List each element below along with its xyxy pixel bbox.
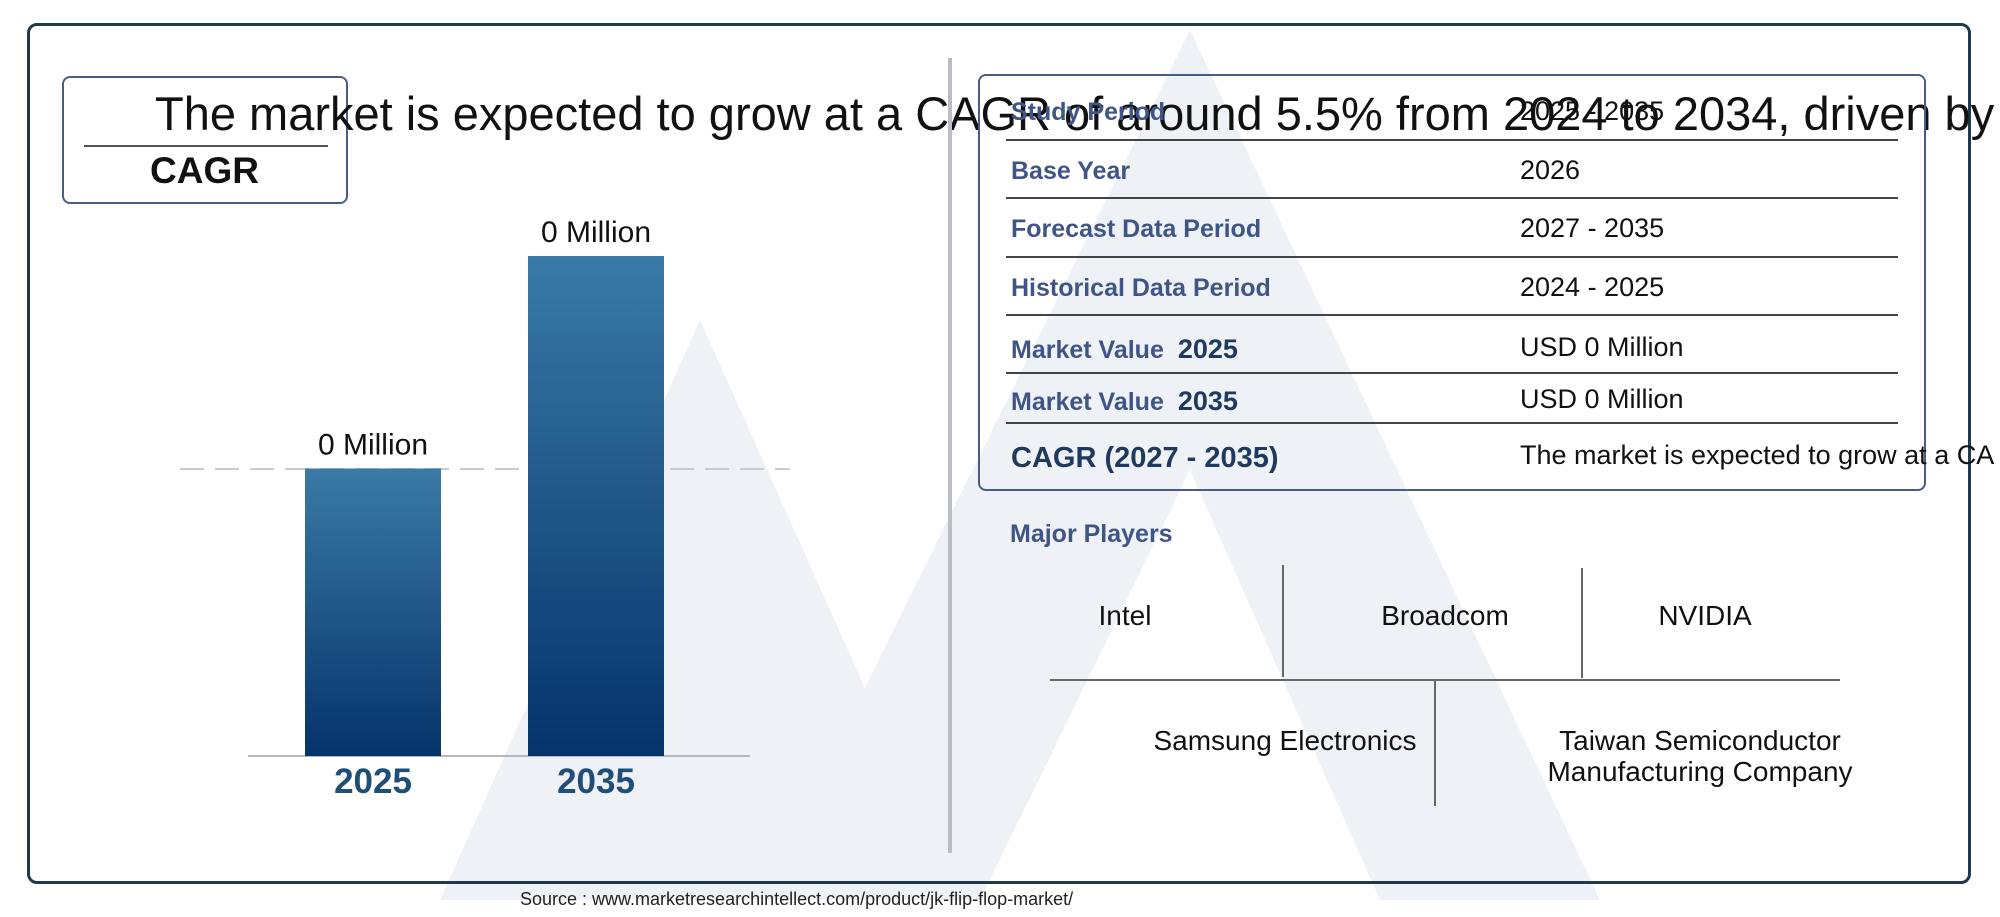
row-label-year: 2035 <box>1177 386 1238 416</box>
row-label-text: Study Period <box>1011 98 1166 126</box>
cagr-row-value: The market is expected to grow at a CA <box>1520 440 1995 470</box>
row-label: Study Period <box>1011 98 1165 127</box>
source-note: Source : www.marketresearchintellect.com… <box>520 889 1074 909</box>
player-divider <box>1581 568 1583 678</box>
cagr-label: CAGR <box>150 150 259 191</box>
players-row-divider <box>1050 679 1840 681</box>
row-value: USD 0 Million <box>1520 332 1684 362</box>
player-nvidia: NVIDIA <box>1658 600 1752 631</box>
player-intel: Intel <box>1098 600 1152 631</box>
category-label: 2025 <box>334 762 412 801</box>
row-label-text: Base Year <box>1011 157 1131 185</box>
player-divider <box>1434 680 1436 806</box>
row-divider <box>1006 372 1898 374</box>
row-label: Historical Data Period <box>1011 274 1271 303</box>
bar-chart: 0 Million 2025 0 Million 2035 <box>180 216 790 801</box>
row-label: Base Year <box>1011 157 1130 186</box>
info-table-box <box>978 74 1926 491</box>
player-tsmc: Taiwan Semiconductor Manufacturing Compa… <box>1547 725 1853 787</box>
row-label-text: Forecast Data Period <box>1011 215 1262 243</box>
row-label-year: 2025 <box>1177 334 1238 364</box>
cagr-divider <box>84 145 328 147</box>
row-divider <box>1006 422 1898 424</box>
outer-frame <box>27 23 1971 884</box>
row-label: Market Value 2025 <box>1011 334 1238 365</box>
player-divider <box>1282 565 1284 677</box>
row-value: USD 0 Million <box>1520 384 1684 414</box>
cagr-box <box>62 76 348 204</box>
bar-data-label: 0 Million <box>318 429 428 462</box>
cagr-headline: The market is expected to grow at a CAGR… <box>155 87 2000 140</box>
row-divider <box>1006 139 1898 141</box>
row-label: Market Value 2035 <box>1011 386 1238 417</box>
vertical-divider <box>948 58 952 853</box>
player-samsung: Samsung Electronics <box>1153 725 1417 756</box>
player-broadcom: Broadcom <box>1381 600 1509 631</box>
bar-2025 <box>305 468 441 756</box>
bar-2035 <box>528 256 664 756</box>
row-divider <box>1006 197 1898 199</box>
category-label: 2035 <box>557 762 635 801</box>
cagr-row-label: CAGR (2027 - 2035) <box>1011 442 1279 474</box>
row-value: 2027 - 2035 <box>1520 213 1665 243</box>
major-players-title: Major Players <box>1010 520 1173 548</box>
row-label-text: Market Value <box>1011 336 1164 364</box>
row-label: Forecast Data Period <box>1011 215 1261 244</box>
row-divider <box>1006 256 1898 258</box>
row-value: 2024 - 2025 <box>1520 272 1665 302</box>
row-value: 2025 - 2035 <box>1520 96 1665 126</box>
row-value: 2026 <box>1520 155 1581 185</box>
bar-data-label: 0 Million <box>541 216 651 249</box>
row-label-text: Historical Data Period <box>1011 274 1271 302</box>
row-divider <box>1006 314 1898 316</box>
row-label-text: Market Value <box>1011 388 1164 416</box>
